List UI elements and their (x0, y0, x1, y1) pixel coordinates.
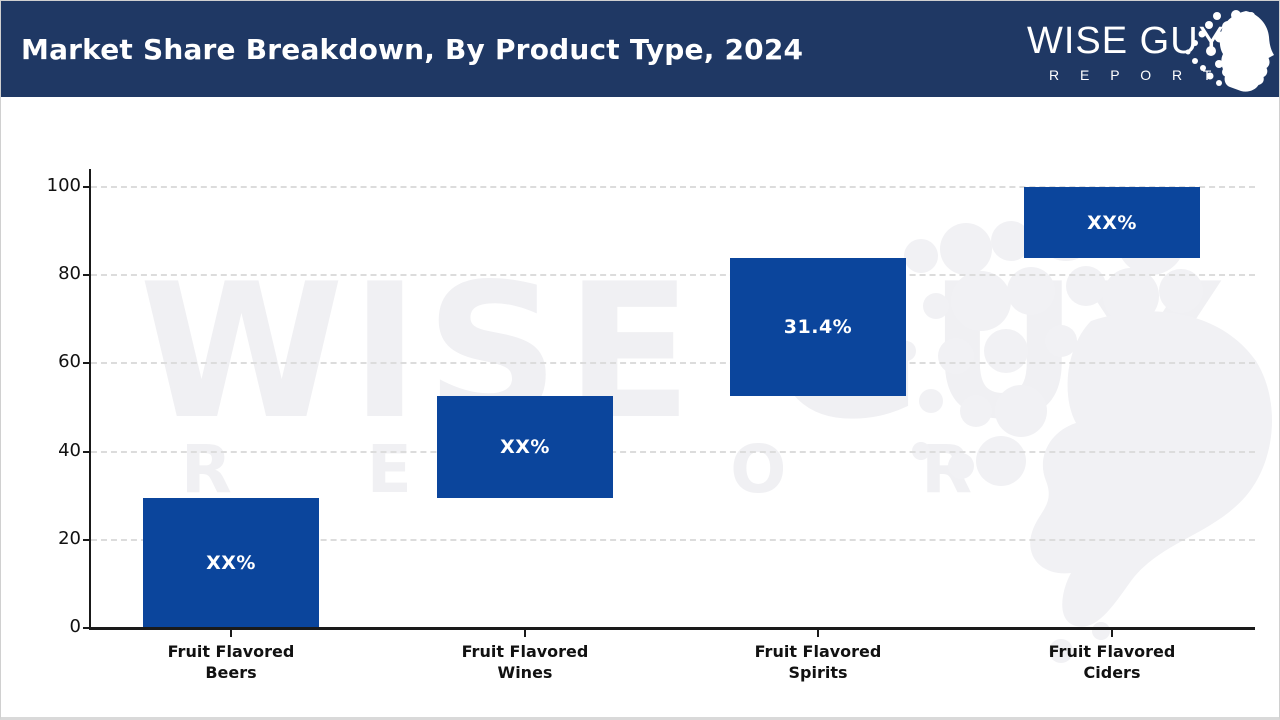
bar-fruit-flavored-beers: XX% (143, 497, 319, 628)
y-tick-20 (83, 538, 91, 541)
x-axis-line (89, 627, 1255, 630)
x-tick-label-fruit-flavored-beers: Fruit Flavored Beers (167, 642, 295, 682)
x-tick-fruit-flavored-ciders (1111, 630, 1113, 637)
x-tick-label-fruit-flavored-spirits: Fruit Flavored Spirits (754, 642, 882, 682)
bar-value-label-fruit-flavored-spirits: 31.4% (783, 316, 853, 339)
x-tick-label-fruit-flavored-wines: Fruit Flavored Wines (461, 642, 589, 682)
bar-fruit-flavored-ciders: XX% (1024, 187, 1200, 258)
y-tick-40 (83, 450, 91, 453)
gridline-100 (91, 186, 1255, 188)
bar-fruit-flavored-spirits: 31.4% (730, 258, 906, 397)
x-tick-fruit-flavored-spirits (817, 630, 819, 637)
x-tick-fruit-flavored-beers (230, 630, 232, 637)
logo-text-wiseguy: WISE GUY (1027, 20, 1225, 62)
wiseguy-logo: WISE GUY R E P O R T S (1027, 10, 1274, 92)
bar-value-label-fruit-flavored-wines: XX% (500, 436, 550, 459)
y-tick-label-60: 60 (58, 351, 81, 373)
x-tick-fruit-flavored-wines (524, 630, 526, 637)
bar-value-label-fruit-flavored-beers: XX% (206, 551, 256, 574)
y-tick-label-40: 40 (58, 439, 81, 461)
y-tick-80 (83, 274, 91, 277)
y-tick-0 (83, 627, 91, 629)
y-tick-label-0: 0 (69, 616, 81, 637)
x-tick-label-fruit-flavored-ciders: Fruit Flavored Ciders (1048, 642, 1176, 682)
y-tick-label-20: 20 (58, 527, 81, 549)
y-tick-100 (83, 186, 91, 188)
y-tick-60 (83, 362, 91, 365)
gridline-60 (91, 362, 1255, 365)
logo-text-reports: R E P O R T S (1049, 67, 1250, 83)
gridline-80 (91, 274, 1255, 277)
y-tick-label-80: 80 (58, 263, 81, 285)
y-axis-line (89, 169, 91, 630)
bar-fruit-flavored-wines: XX% (437, 396, 613, 498)
logo-face-profile-icon (1219, 11, 1274, 92)
y-tick-label-100: 100 (46, 175, 81, 196)
page-title: Market Share Breakdown, By Product Type,… (21, 32, 804, 66)
gridline-20 (91, 538, 1255, 541)
header-band: Market Share Breakdown, By Product Type,… (1, 1, 1279, 97)
gridline-40 (91, 450, 1255, 453)
bar-value-label-fruit-flavored-ciders: XX% (1087, 211, 1137, 234)
